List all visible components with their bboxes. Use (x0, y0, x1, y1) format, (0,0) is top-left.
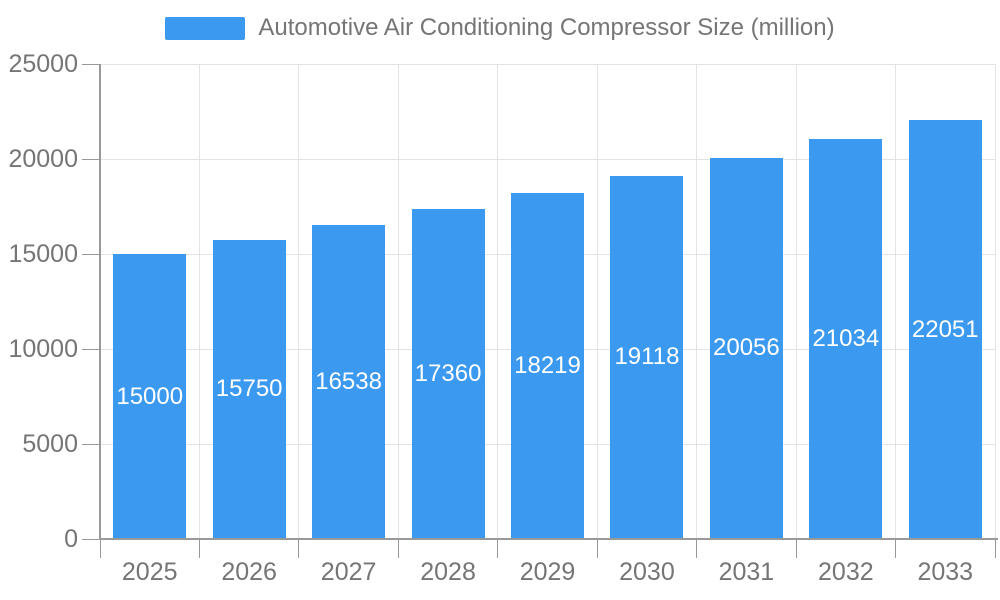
y-axis-tick (82, 253, 100, 255)
y-axis-label: 15000 (8, 240, 78, 268)
gridline-horizontal (100, 63, 995, 65)
bar-2027[interactable] (312, 224, 386, 539)
y-axis-tick (82, 63, 100, 65)
y-axis-line (99, 64, 101, 540)
bar-2025[interactable] (113, 254, 187, 539)
gridline-vertical (795, 64, 797, 539)
x-axis-tick (497, 539, 499, 558)
x-axis-label: 2027 (320, 558, 377, 586)
bar-2032[interactable] (809, 139, 883, 539)
x-axis-label: 2030 (619, 558, 675, 586)
y-axis-tick (82, 538, 100, 540)
y-axis-label: 0 (64, 525, 78, 553)
gridline-vertical (397, 64, 399, 539)
x-axis-label: 2026 (221, 558, 277, 586)
gridline-vertical (99, 64, 101, 539)
gridline-vertical (596, 64, 598, 539)
y-axis-tick (82, 443, 100, 445)
bar-2030[interactable] (610, 175, 684, 539)
bar-2026[interactable] (212, 239, 286, 539)
gridline-vertical (198, 64, 200, 539)
bar-2031[interactable] (709, 157, 783, 539)
x-axis-tick (994, 539, 996, 558)
x-axis-label: 2025 (121, 558, 178, 586)
bar-2029[interactable] (511, 192, 584, 539)
y-axis-label: 20000 (8, 145, 78, 173)
y-axis-label: 5000 (22, 430, 78, 458)
x-axis-tick (895, 539, 897, 558)
x-axis-label: 2033 (917, 558, 974, 586)
bar-2033[interactable] (908, 120, 982, 539)
gridline-vertical (298, 64, 300, 539)
x-axis-label: 2032 (818, 558, 874, 586)
legend-label: Automotive Air Conditioning Compressor S… (258, 14, 835, 41)
gridline-vertical (994, 64, 996, 539)
y-axis-tick (82, 348, 100, 350)
y-axis-tick (82, 158, 100, 160)
y-axis-label: 10000 (8, 335, 78, 363)
x-axis-tick (795, 539, 797, 558)
x-axis-label: 2031 (718, 558, 775, 586)
x-axis-tick (298, 539, 300, 558)
x-axis-tick (696, 539, 698, 558)
x-axis-label: 2029 (519, 558, 576, 586)
gridline-vertical (895, 64, 897, 539)
x-axis-tick (596, 539, 598, 558)
x-axis-tick (198, 539, 200, 558)
legend-swatch-icon (165, 16, 246, 40)
y-axis-label: 25000 (8, 50, 78, 78)
x-axis-tick (99, 539, 101, 558)
gridline-vertical (696, 64, 698, 539)
bar-2028[interactable] (411, 209, 485, 539)
chart-legend[interactable]: Automotive Air Conditioning Compressor S… (0, 14, 1000, 42)
gridline-vertical (497, 64, 499, 539)
x-axis-tick (397, 539, 399, 558)
x-axis-label: 2028 (420, 558, 476, 586)
